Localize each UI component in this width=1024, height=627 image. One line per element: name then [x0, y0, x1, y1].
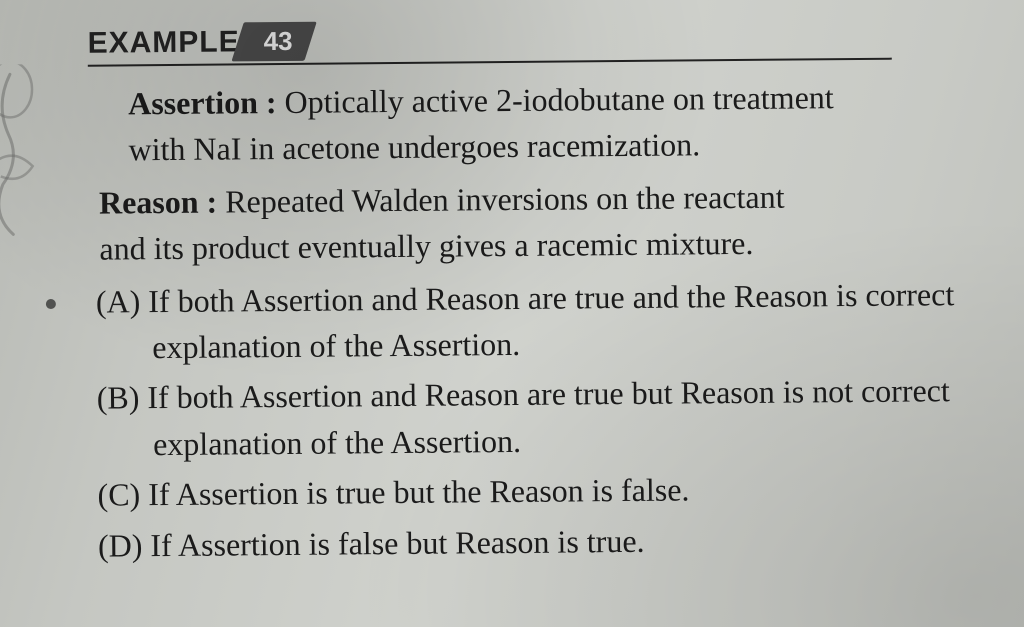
option-d-letter: (D): [98, 527, 143, 563]
option-c: (C) If Assertion is true but the Reason …: [83, 464, 975, 518]
option-a: (A) If both Assertion and Reason are tru…: [82, 271, 975, 372]
option-a-text: If both Assertion and Reason are true an…: [148, 276, 954, 365]
option-d-text: If Assertion is false but Reason is true…: [150, 522, 644, 562]
option-b: (B) If both Assertion and Reason are tru…: [83, 367, 976, 468]
assertion-block: Assertion : Optically active 2-iodobutan…: [128, 73, 983, 173]
option-b-text: If both Assertion and Reason are true bu…: [147, 373, 950, 462]
option-d: (D) If Assertion is false but Reason is …: [84, 514, 976, 568]
assertion-text-1: Optically active 2-iodobutane on treatme…: [284, 79, 833, 120]
reason-text-2: and its product eventually gives a racem…: [99, 225, 753, 267]
example-header: EXAMPLE 43: [87, 17, 892, 67]
option-a-letter: (A): [96, 283, 141, 319]
assertion-label: Assertion :: [128, 84, 277, 121]
reason-block: Reason : Repeated Walden inversions on t…: [99, 172, 984, 272]
question-body: Assertion : Optically active 2-iodobutan…: [68, 73, 986, 569]
reason-text-1: Repeated Walden inversions on the reacta…: [225, 178, 785, 219]
option-b-letter: (B): [97, 380, 140, 416]
page: EXAMPLE 43 Assertion : Optically active …: [0, 0, 1024, 627]
example-label: EXAMPLE: [87, 25, 239, 60]
example-number: 43: [264, 26, 293, 57]
margin-scribble-icon: [0, 64, 51, 245]
options-list: (A) If both Assertion and Reason are tru…: [82, 270, 986, 568]
reason-label: Reason :: [99, 183, 218, 220]
option-c-text: If Assertion is true but the Reason is f…: [148, 472, 690, 513]
assertion-text-2: with NaI in acetone undergoes racemizati…: [128, 127, 700, 168]
margin-bullet-icon: [46, 299, 56, 309]
option-c-letter: (C): [97, 476, 140, 512]
example-number-badge: 43: [231, 22, 316, 62]
